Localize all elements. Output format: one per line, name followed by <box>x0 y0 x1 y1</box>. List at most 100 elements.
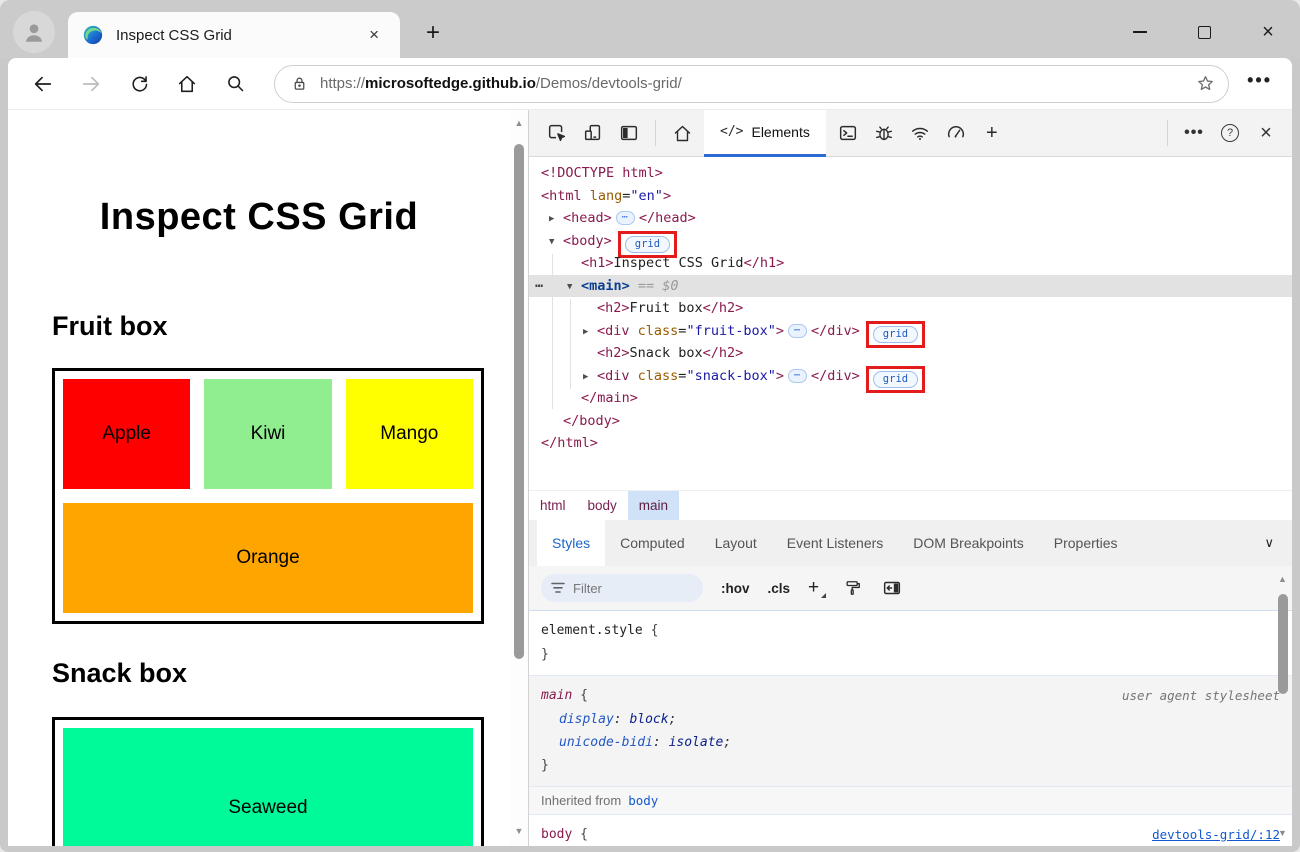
collapsed-content-icon[interactable]: ⋯ <box>787 368 808 383</box>
maximize-button[interactable] <box>1186 14 1222 50</box>
browser-menu-button[interactable]: ••• <box>1247 70 1272 90</box>
close-devtools-button[interactable]: × <box>1250 117 1282 149</box>
dom-tree-row[interactable]: <!DOCTYPE html> <box>529 162 1292 185</box>
scroll-down-icon[interactable]: ▼ <box>514 826 524 836</box>
dom-tree-row[interactable]: ▼ <body> grid <box>529 230 1292 258</box>
url-scheme: https:// <box>320 75 366 92</box>
dom-tree-row[interactable]: <html lang="en"> <box>529 185 1292 208</box>
new-style-rule-button[interactable]: + <box>808 577 827 599</box>
grid-badge[interactable]: grid <box>872 370 919 388</box>
format-painter-button[interactable] <box>843 578 863 598</box>
collapsed-content-icon[interactable]: ⋯ <box>787 323 808 338</box>
dom-tree-row[interactable]: ▶ <div class="snack-box"> ⋯ </div> grid <box>529 365 1292 393</box>
open-brace: { <box>580 827 588 842</box>
close-icon: × <box>1260 121 1272 144</box>
dock-side-button[interactable] <box>613 117 645 149</box>
favorite-star-icon[interactable] <box>1195 73 1216 94</box>
grid-badge[interactable]: grid <box>872 325 919 343</box>
scroll-up-icon[interactable]: ▲ <box>514 118 524 128</box>
browser-tab[interactable]: Inspect CSS Grid × <box>68 12 400 58</box>
page-scrollbar[interactable]: ▲ ▼ <box>510 110 528 846</box>
collapsed-content-icon[interactable]: ⋯ <box>615 211 635 225</box>
style-filter-field[interactable] <box>541 574 703 602</box>
toggle-hover-state-button[interactable]: :hov <box>721 580 750 596</box>
dom-tree-row[interactable]: ⋯ ▼ <main> == $0 <box>529 274 1292 297</box>
code-token: Fruit box <box>629 300 703 316</box>
url-bar[interactable]: https://microsoftedge.github.io/Demos/de… <box>274 64 1230 103</box>
dom-tree-row[interactable]: </html> <box>529 432 1292 455</box>
refresh-button[interactable] <box>122 67 156 101</box>
filter-input[interactable] <box>573 580 683 596</box>
back-arrow-icon <box>34 76 52 91</box>
plus-icon: + <box>986 121 998 144</box>
scroll-up-icon[interactable]: ▲ <box>1278 574 1287 584</box>
breadcrumb-main[interactable]: main <box>627 491 680 520</box>
css-rule-main[interactable]: user agent stylesheet main { display: blo… <box>529 676 1292 787</box>
inspect-element-button[interactable] <box>541 117 573 149</box>
dom-tree-row[interactable]: ▶ <head> ⋯ </head> <box>529 207 1292 230</box>
console-button[interactable] <box>832 117 864 149</box>
code-token: <html <box>541 187 582 204</box>
device-emulation-button[interactable] <box>577 117 609 149</box>
tab-layout[interactable]: Layout <box>714 535 757 551</box>
tab-properties[interactable]: Properties <box>1053 535 1118 551</box>
tab-close-icon[interactable]: × <box>369 25 379 44</box>
devtools-home-button[interactable] <box>666 117 698 149</box>
collapse-node-icon[interactable]: ▼ <box>549 236 555 247</box>
dom-tree-row[interactable]: </main> <box>529 387 1292 410</box>
tab-event-listeners[interactable]: Event Listeners <box>786 535 884 551</box>
tab-computed[interactable]: Computed <box>620 535 685 551</box>
help-button[interactable]: ? <box>1214 117 1246 149</box>
breadcrumb-html[interactable]: html <box>540 498 566 513</box>
styles-scrollbar[interactable]: ▲ ▼ <box>1274 568 1291 844</box>
rendered-page: Inspect CSS Grid Fruit box Apple Kiwi Ma… <box>8 110 510 846</box>
code-token: <div <box>597 322 630 339</box>
computed-sidebar-toggle-button[interactable] <box>881 577 903 599</box>
profile-avatar[interactable] <box>13 11 55 53</box>
devtools-menu-button[interactable]: ••• <box>1178 117 1210 149</box>
scroll-down-icon[interactable]: ▼ <box>1278 828 1287 838</box>
css-property[interactable]: unicode-bidi: isolate; <box>541 731 1280 754</box>
grid-badge[interactable]: grid <box>624 235 671 253</box>
dom-tree-row[interactable]: ▶ <div class="fruit-box"> ⋯ </div> grid <box>529 320 1292 348</box>
dom-tree-row[interactable]: </body> <box>529 410 1292 433</box>
breadcrumb-body[interactable]: body <box>587 498 617 513</box>
expand-node-icon[interactable]: ▶ <box>583 326 589 337</box>
forward-button[interactable] <box>74 67 108 101</box>
expand-node-icon[interactable]: ▶ <box>549 214 555 224</box>
dom-tree-row[interactable]: <h2>Snack box</h2> <box>529 342 1292 365</box>
expand-node-icon[interactable]: ▶ <box>583 371 589 382</box>
open-brace: { <box>650 623 659 638</box>
home-button[interactable] <box>170 67 204 101</box>
chevron-down-icon[interactable]: ∨ <box>1264 535 1274 550</box>
code-token: > <box>775 367 784 384</box>
search-button[interactable] <box>218 67 252 101</box>
code-token: "en" <box>630 187 663 204</box>
network-button[interactable] <box>904 117 936 149</box>
styles-scrollbar-thumb[interactable] <box>1278 594 1288 694</box>
performance-button[interactable] <box>940 117 972 149</box>
row-overflow-menu-icon[interactable]: ⋯ <box>535 277 545 294</box>
stylesheet-source-link[interactable]: devtools-grid/:12 <box>1152 827 1280 842</box>
minimize-button[interactable] <box>1122 14 1158 50</box>
toggle-class-button[interactable]: .cls <box>767 580 791 596</box>
back-button[interactable] <box>26 67 60 101</box>
page-scrollbar-thumb[interactable] <box>514 144 524 659</box>
css-rule-element-style[interactable]: element.style { } <box>529 611 1292 676</box>
open-brace: { <box>580 688 588 703</box>
tab-styles[interactable]: Styles <box>537 520 606 566</box>
inherited-element-link[interactable]: body <box>628 793 659 808</box>
more-tools-button[interactable]: + <box>976 117 1008 149</box>
css-property[interactable]: display: block; <box>541 708 1280 731</box>
tab-elements[interactable]: </> Elements <box>704 110 826 157</box>
dom-tree-row[interactable]: <h2>Fruit box</h2> <box>529 297 1292 320</box>
collapse-node-icon[interactable]: ▼ <box>567 281 573 292</box>
issues-button[interactable] <box>868 117 900 149</box>
tab-dom-breakpoints[interactable]: DOM Breakpoints <box>913 535 1024 551</box>
dom-tree-row[interactable]: <h1>Inspect CSS Grid</h1> <box>529 252 1292 275</box>
code-token: <main> <box>581 277 630 294</box>
devtools-toolbar: </> Elements + ••• <box>529 110 1292 157</box>
new-tab-button[interactable]: + <box>425 19 440 46</box>
close-window-button[interactable]: × <box>1250 14 1286 50</box>
